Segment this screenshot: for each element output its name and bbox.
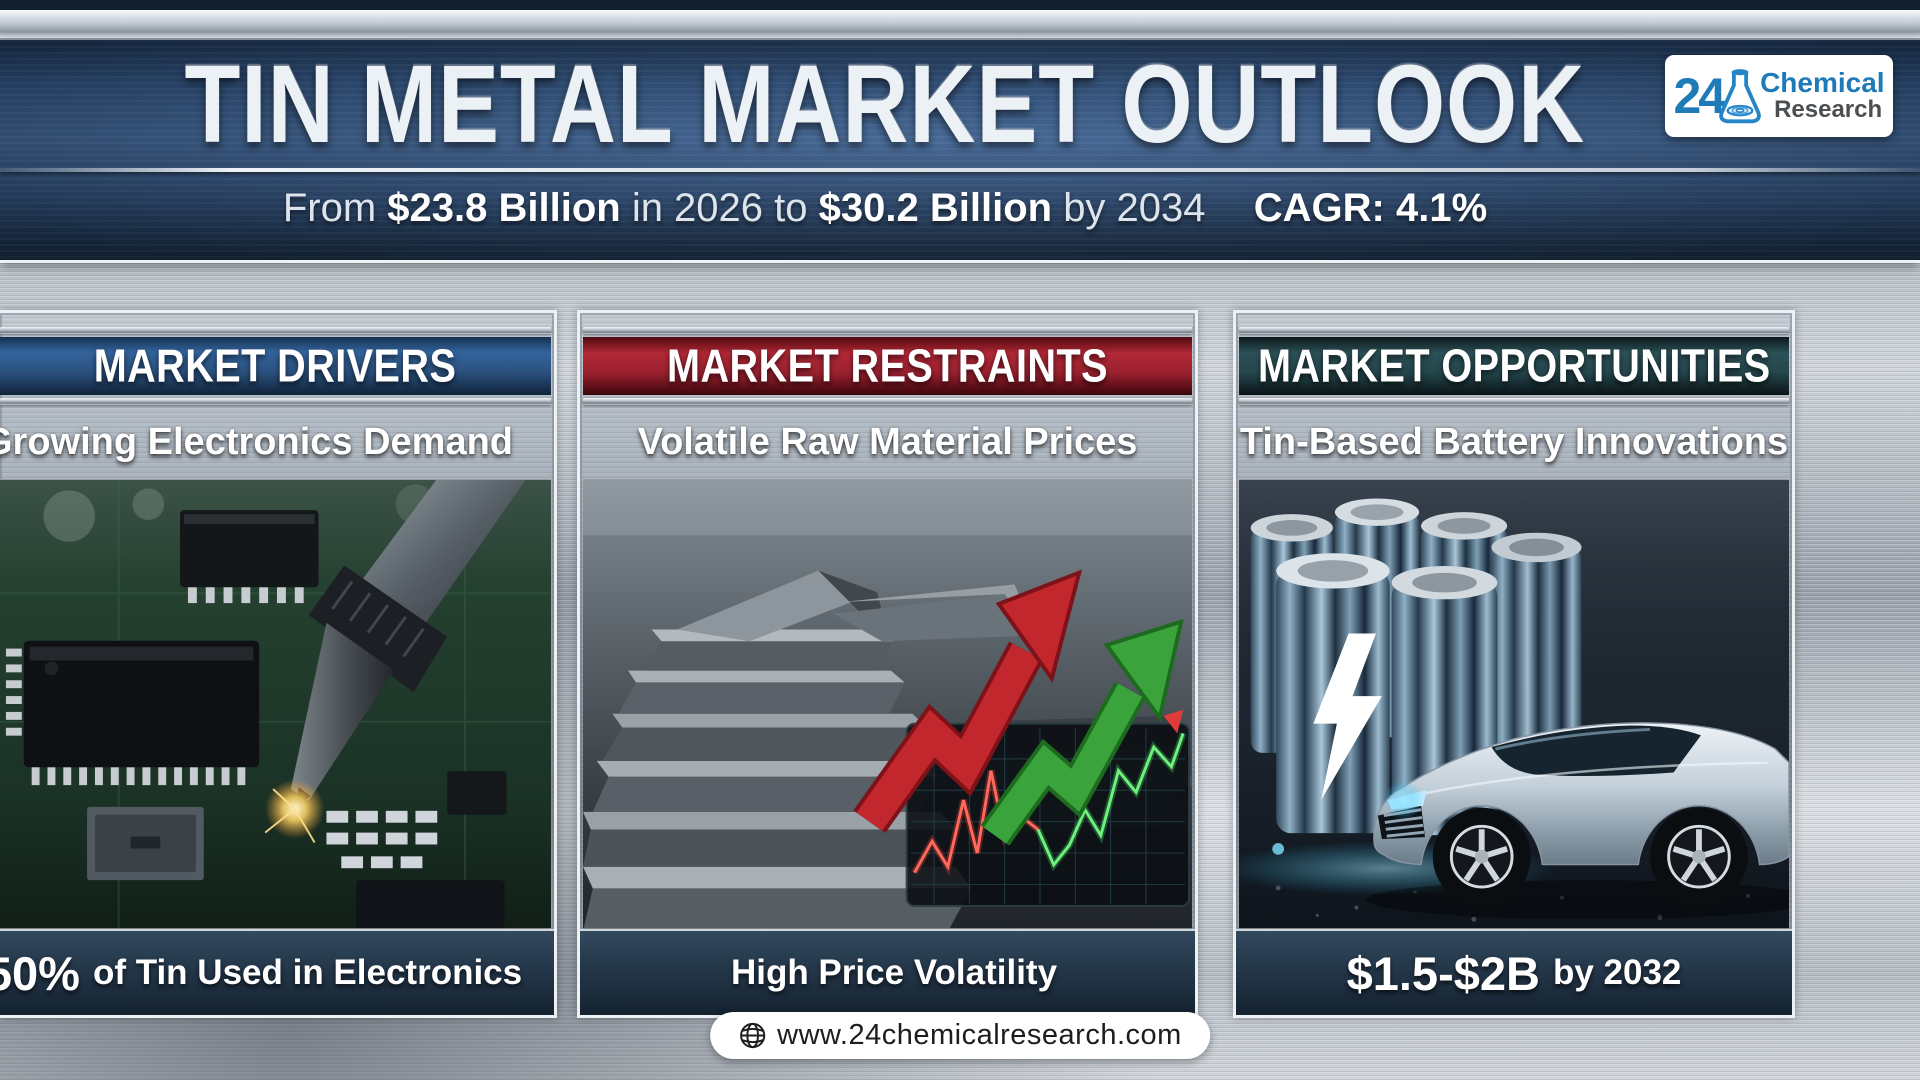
market-forecast-subtitle: From $23.8 Billion in 2026 to $30.2 Bill…	[0, 186, 1920, 231]
panel-market-restraints: MARKET RESTRAINTS Volatile Raw Material …	[577, 310, 1198, 1018]
metal-rail	[1239, 327, 1789, 334]
header-divider	[0, 168, 1920, 172]
column-subtitle-restraints: Volatile Raw Material Prices	[637, 420, 1138, 463]
car-illustration	[1366, 722, 1789, 920]
logo-name-bottom: Research	[1774, 96, 1883, 124]
panel-market-opportunities: MARKET OPPORTUNITIES Tin-Based Battery I…	[1233, 310, 1795, 1018]
metal-rail	[1239, 398, 1789, 405]
subtitle-by: by 2034	[1063, 186, 1206, 230]
subtitle-start-value: $23.8 Billion	[387, 186, 621, 230]
cagr-label: CAGR:	[1253, 186, 1385, 230]
website-pill[interactable]: www.24chemicalresearch.com	[710, 1012, 1210, 1059]
stat-text: of Tin Used in Electronics	[92, 953, 523, 992]
subtitle-from: From	[282, 186, 377, 230]
globe-icon	[740, 1022, 766, 1049]
column-header-label: MARKET RESTRAINTS	[667, 338, 1108, 392]
column-header-label: MARKET DRIVERS	[94, 338, 457, 392]
green-arrow-icon	[980, 618, 1184, 846]
column-header-restraints: MARKET RESTRAINTS	[583, 337, 1192, 395]
header-banner: TIN METAL MARKET OUTLOOK From $23.8 Bill…	[0, 38, 1920, 263]
lightning-bolt-icon	[1313, 633, 1382, 800]
cagr-value: 4.1%	[1396, 186, 1488, 230]
stat-value: 50%	[0, 946, 80, 1000]
subtitle-mid: in 2026 to	[631, 186, 808, 230]
stat-value: $1.5-$2B	[1346, 946, 1540, 1000]
page-title: TIN METAL MARKET OUTLOOK	[184, 43, 1586, 167]
metal-rail	[583, 327, 1192, 334]
website-url: www.24chemicalresearch.com	[777, 1019, 1182, 1051]
metal-rail	[0, 327, 551, 334]
stat-restraints: High Price Volatility	[580, 929, 1195, 1015]
circuit-board-image	[0, 479, 551, 929]
column-header-opportunities: MARKET OPPORTUNITIES	[1239, 337, 1789, 395]
stat-opportunities: $1.5-$2B by 2032	[1236, 929, 1792, 1015]
top-metal-band	[0, 10, 1920, 38]
top-dark-strip	[0, 0, 1920, 10]
battery-car-image	[1239, 479, 1789, 929]
panel-market-drivers: MARKET DRIVERS Growing Electronics Deman…	[0, 310, 557, 1018]
column-header-label: MARKET OPPORTUNITIES	[1257, 338, 1771, 392]
column-subtitle-opportunities: Tin-Based Battery Innovations	[1239, 420, 1789, 463]
stat-text: by 2032	[1552, 953, 1682, 992]
logo-number: 24	[1673, 68, 1726, 124]
flask-icon	[1719, 69, 1761, 124]
column-header-drivers: MARKET DRIVERS	[0, 337, 551, 395]
subtitle-end-value: $30.2 Billion	[818, 186, 1053, 230]
company-logo: 24 Chemical Research	[1665, 55, 1893, 137]
column-subtitle-drivers: Growing Electronics Demand	[0, 420, 513, 463]
stat-text: High Price Volatility	[730, 953, 1058, 992]
metal-rail	[583, 398, 1192, 405]
red-arrow-icon	[853, 569, 1083, 834]
logo-name-top: Chemical	[1760, 67, 1885, 99]
metal-rail	[0, 398, 551, 405]
stat-drivers: 50% of Tin Used in Electronics	[0, 929, 554, 1015]
battery-illustration	[1239, 498, 1582, 896]
tin-ingots-image	[583, 479, 1192, 929]
